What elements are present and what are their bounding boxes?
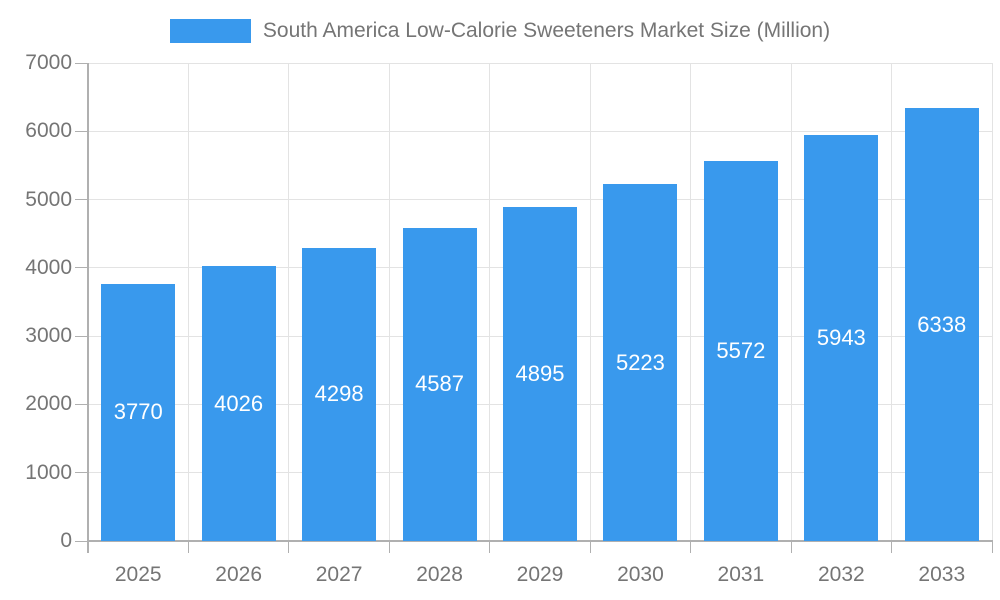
bar: 3770 xyxy=(101,283,176,541)
x-axis-tick xyxy=(991,541,993,553)
v-gridline xyxy=(187,63,189,541)
x-axis-line xyxy=(87,540,993,542)
x-tick-label: 2032 xyxy=(817,563,865,586)
x-axis-tick xyxy=(489,541,491,553)
x-axis-tick xyxy=(790,541,792,553)
y-tick-label: 0 xyxy=(60,529,72,552)
v-gridline xyxy=(891,63,893,541)
v-gridline xyxy=(388,63,390,541)
x-tick-label: 2033 xyxy=(918,563,966,586)
x-tick-label: 2029 xyxy=(516,563,564,586)
bar: 4587 xyxy=(402,227,477,541)
x-tick-label: 2028 xyxy=(416,563,463,586)
v-gridline xyxy=(288,63,290,541)
legend-label: South America Low-Calorie Sweeteners Mar… xyxy=(262,19,831,42)
x-axis-tick xyxy=(891,541,893,553)
v-gridline xyxy=(690,63,692,541)
bar-value-label: 3770 xyxy=(113,399,163,425)
v-gridline xyxy=(790,63,792,541)
y-tick-label: 3000 xyxy=(25,324,72,348)
x-tick-label: 2026 xyxy=(215,563,263,586)
y-axis-tick xyxy=(75,130,88,132)
bar-value-label: 4298 xyxy=(314,381,364,407)
h-gridline xyxy=(88,130,992,132)
v-gridline xyxy=(589,63,591,541)
legend[interactable]: South America Low-Calorie Sweeteners Mar… xyxy=(0,17,1000,45)
bar: 6338 xyxy=(904,108,979,541)
bar: 4026 xyxy=(201,266,276,541)
y-axis-tick xyxy=(75,62,88,64)
y-tick-label: 7000 xyxy=(25,51,72,74)
bar-value-label: 4026 xyxy=(214,390,264,416)
y-axis-tick xyxy=(75,472,88,474)
y-axis-tick xyxy=(75,403,88,405)
h-gridline xyxy=(88,62,992,64)
x-tick-label: 2031 xyxy=(717,563,765,586)
x-tick-label: 2030 xyxy=(617,563,664,586)
plot-area: 0 1000 2000 3000 4000 5000 6000 7000 3770 4026 429… xyxy=(25,51,993,586)
bar: 4298 xyxy=(302,247,377,541)
x-axis-tick xyxy=(589,541,591,553)
bar-value-label: 5943 xyxy=(816,325,866,351)
v-gridline xyxy=(489,63,491,541)
h-gridline xyxy=(88,199,992,201)
bar-value-label: 5223 xyxy=(615,349,665,375)
x-tick-label: 2027 xyxy=(315,563,363,586)
v-gridline xyxy=(991,63,993,541)
x-axis-tick xyxy=(690,541,692,553)
legend-swatch xyxy=(169,19,251,43)
y-axis-tick xyxy=(75,267,88,269)
x-axis-tick xyxy=(388,541,390,553)
x-axis-tick xyxy=(288,541,290,553)
bar-value-label: 5572 xyxy=(716,337,766,363)
bar: 5943 xyxy=(804,135,879,541)
y-tick-label: 4000 xyxy=(25,255,72,279)
bar: 5572 xyxy=(703,160,778,541)
y-axis-tick xyxy=(75,199,88,201)
bar-value-label: 4895 xyxy=(515,360,565,386)
bar-value-label: 6338 xyxy=(917,311,967,337)
x-tick-label: 2025 xyxy=(114,563,162,586)
bar-value-label: 4587 xyxy=(415,371,465,397)
bar: 4895 xyxy=(503,206,577,541)
y-tick-label: 1000 xyxy=(25,460,72,484)
y-tick-label: 6000 xyxy=(25,119,72,143)
y-tick-label: 2000 xyxy=(25,392,72,416)
y-tick-label: 5000 xyxy=(25,187,72,211)
x-axis-tick xyxy=(187,541,189,553)
bar: 5223 xyxy=(603,184,678,541)
y-axis-tick xyxy=(75,540,88,542)
y-axis-tick xyxy=(75,335,88,337)
y-axis-line xyxy=(87,63,89,553)
